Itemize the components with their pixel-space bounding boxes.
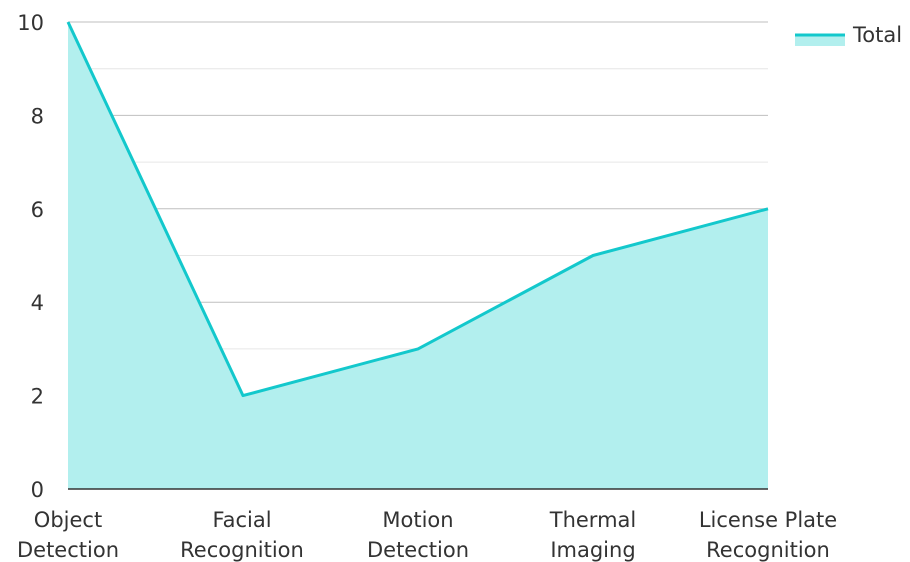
legend: Total xyxy=(795,23,902,47)
y-tick-label: 2 xyxy=(31,385,44,409)
x-tick-label: Facial Recognition xyxy=(180,508,304,562)
x-axis-tick-labels: Object Detection Facial Recognition Motion De… xyxy=(17,508,837,562)
x-tick-label: Thermal Imaging xyxy=(549,508,636,562)
y-tick-label: 8 xyxy=(31,104,44,128)
legend-label-total: Total xyxy=(852,23,902,47)
x-tick-label: License Plate Recognition xyxy=(699,508,837,562)
series-total-area xyxy=(68,22,768,489)
y-tick-label: 0 xyxy=(31,478,44,502)
y-tick-label: 4 xyxy=(31,291,44,315)
x-tick-label: Motion Detection xyxy=(367,508,469,562)
x-tick-label: Object Detection xyxy=(17,508,119,562)
y-tick-label: 6 xyxy=(31,198,44,222)
series-total-line xyxy=(66,21,769,398)
y-tick-label: 10 xyxy=(17,11,44,35)
legend-swatch-total xyxy=(795,34,845,46)
y-axis-tick-labels: 0 2 4 6 8 10 xyxy=(17,11,44,502)
